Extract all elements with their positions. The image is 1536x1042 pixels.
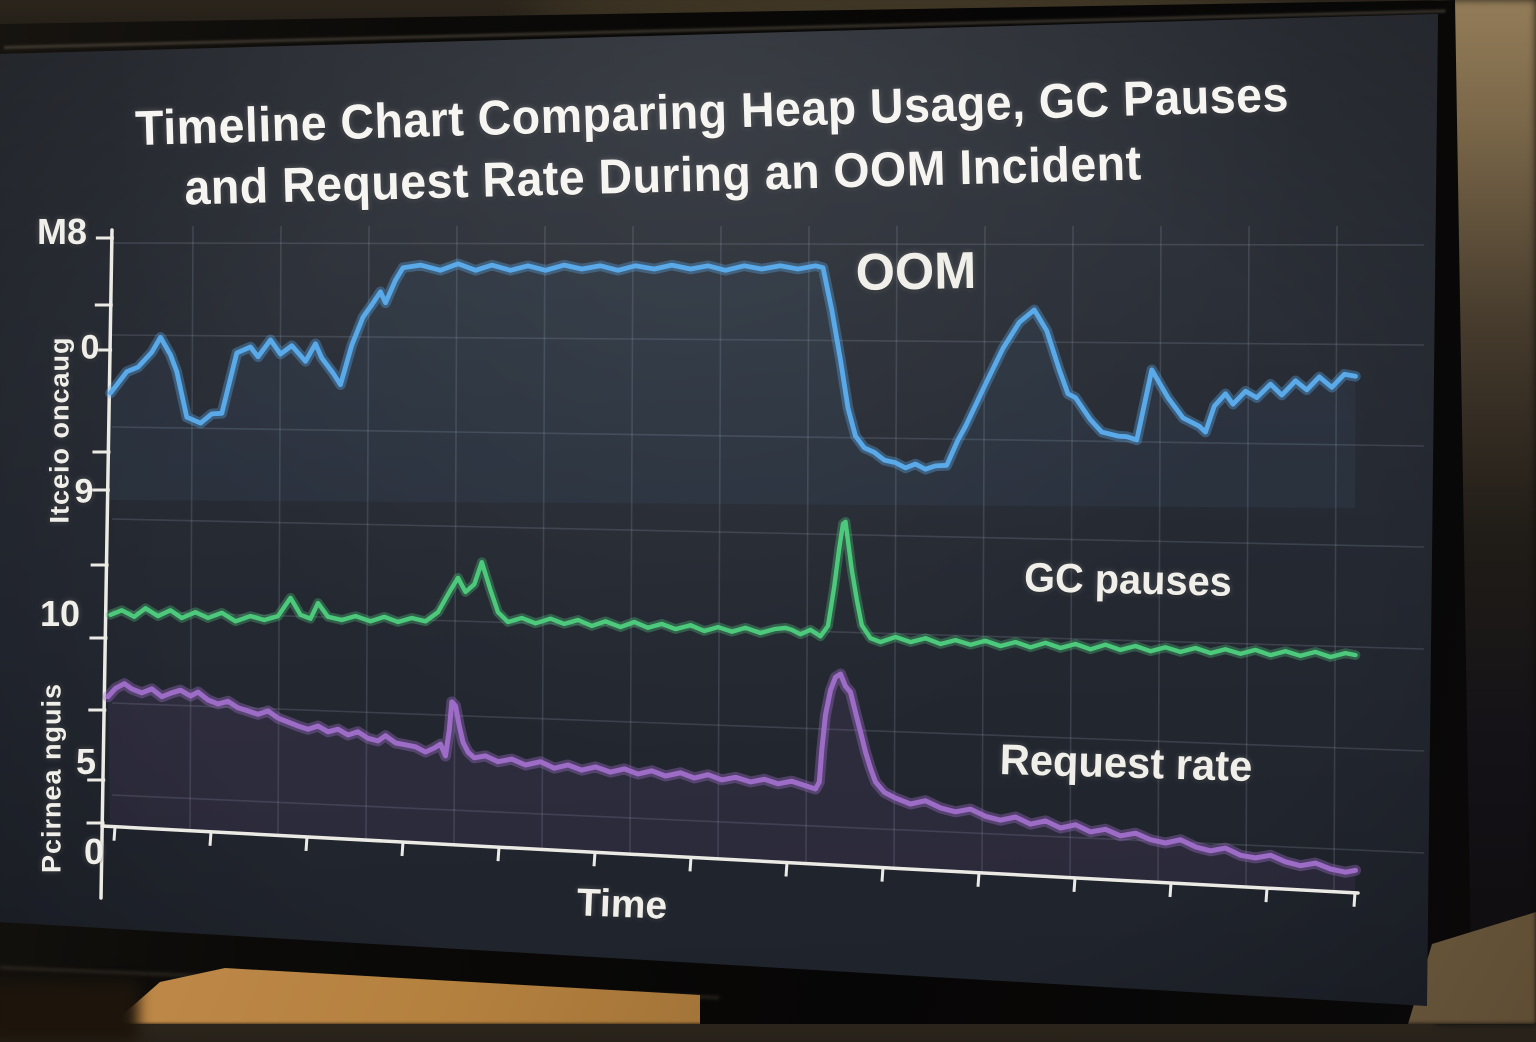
x-axis-tick <box>208 831 213 846</box>
annotation-oom: OOM <box>855 241 977 303</box>
chart-axes <box>86 228 1360 907</box>
gridline-horizontal <box>111 518 1425 548</box>
y-tick-label-0-upper: 0 <box>80 328 100 367</box>
y-tick-label-0-lower: 0 <box>83 831 105 872</box>
gridline-vertical <box>629 225 634 855</box>
x-axis-tick <box>880 867 885 882</box>
x-axis-tick <box>976 872 981 887</box>
gridline-vertical <box>1069 225 1074 878</box>
x-axis-tick <box>400 841 405 857</box>
gridline-vertical <box>277 225 282 836</box>
gridline-vertical <box>453 225 458 845</box>
x-axis-tick <box>304 836 309 852</box>
heap-usage-area-fill <box>110 263 1356 508</box>
chart-area-fills <box>108 263 1356 891</box>
gridline-horizontal <box>111 426 1425 447</box>
x-axis-tick <box>688 857 693 872</box>
x-axis-tick <box>496 847 501 862</box>
gc-pauses-line <box>108 519 1358 660</box>
gridline-vertical <box>893 225 898 869</box>
y-axis-label-bottom: Pcirnea nguis <box>36 682 67 874</box>
annotation-gc-pauses: GC pauses <box>1023 554 1233 605</box>
gridline-vertical <box>1157 225 1162 883</box>
x-axis-tick <box>112 826 117 841</box>
heap-usage-line <box>108 261 1358 472</box>
gridline-vertical <box>541 225 546 850</box>
gridline-vertical <box>717 225 722 859</box>
x-axis-tick <box>1352 892 1357 907</box>
annotation-request-rate: Request rate <box>999 735 1253 792</box>
y-tick-label-9: 9 <box>74 472 94 511</box>
x-axis-tick <box>784 862 789 877</box>
desk-shadow-left <box>0 982 138 1042</box>
gridline-vertical <box>981 225 986 873</box>
gridline-vertical <box>189 225 194 831</box>
x-axis-tick <box>1168 882 1173 898</box>
gridline-vertical <box>1333 225 1338 892</box>
gridline-horizontal <box>111 334 1425 346</box>
gridline-horizontal <box>111 242 1425 246</box>
request-rate-line <box>105 671 1358 875</box>
y-tick-label-10: 10 <box>39 593 81 634</box>
y-tick-label-5: 5 <box>75 741 97 782</box>
x-axis-label-time: Time <box>576 881 668 928</box>
y-tick-label-m8: M8 <box>36 211 88 252</box>
gridline-vertical <box>1245 225 1250 887</box>
gridline-horizontal <box>111 702 1425 752</box>
x-axis-tick <box>1072 877 1077 892</box>
y-axis-label-top: Itceio oncaug <box>44 336 75 524</box>
request-rate-area-fill <box>108 674 1356 891</box>
gridline-horizontal <box>111 794 1425 854</box>
x-axis-tick <box>592 852 597 867</box>
chart-series-lines <box>102 258 1361 878</box>
gridline-vertical <box>805 225 810 864</box>
x-axis-line <box>100 824 1360 895</box>
x-axis-tick <box>1264 887 1269 903</box>
